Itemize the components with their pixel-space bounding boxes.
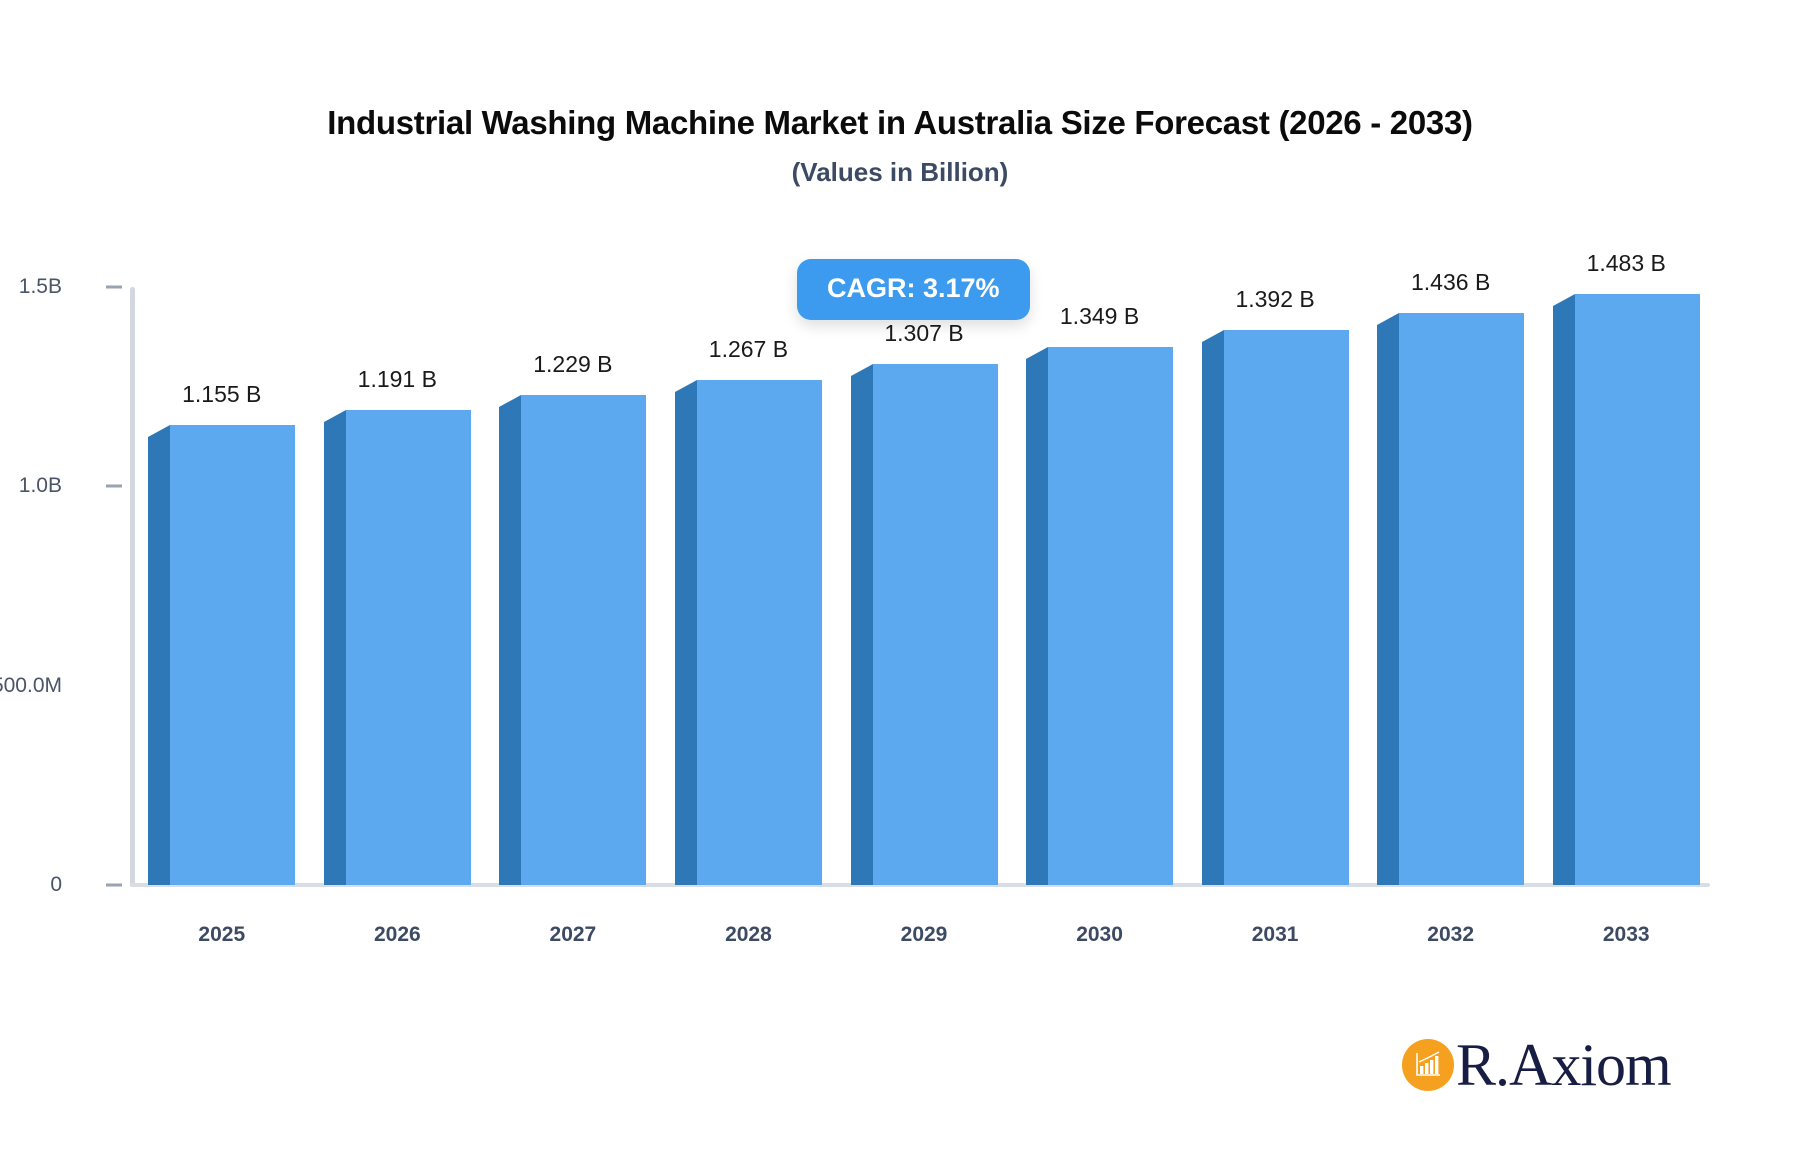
logo-text: R.Axiom (1456, 1032, 1672, 1098)
bar-front-face (170, 424, 296, 885)
bars-layer: 1.155 B 2025 1.191 B 2026 1.229 B 2027 1.267 B… (130, 240, 1710, 946)
x-tick-label: 2027 (549, 923, 597, 946)
x-tick-label: 2029 (900, 923, 948, 946)
bar-2032[interactable]: 1.436 B 2032 (1377, 269, 1525, 946)
x-tick-label: 2032 (1427, 923, 1475, 946)
bar-value-label: 1.436 B (1411, 268, 1491, 295)
bar-front-face (1048, 347, 1174, 885)
y-tick-mark (106, 484, 122, 488)
y-tick-mark (106, 883, 122, 887)
bar-shape (499, 395, 647, 885)
bar-side-face (1377, 324, 1400, 885)
bar-side-top (323, 410, 346, 423)
bar-side-top (850, 363, 873, 376)
bar-front-face (345, 410, 471, 885)
bar-side-top (1026, 347, 1049, 360)
bar-shape (148, 424, 296, 885)
y-tick-label: 500.0M (0, 673, 62, 697)
x-tick-label: 2028 (725, 923, 772, 946)
bar-shape (1201, 330, 1349, 885)
x-tick-label: 2033 (1602, 923, 1650, 946)
x-tick-label: 2026 (373, 923, 421, 946)
bar-side-face (499, 407, 522, 885)
bar-side-face (674, 391, 697, 885)
title-block: Industrial Washing Machine Market in Aus… (0, 104, 1800, 188)
bar-2033[interactable]: 1.483 B 2033 (1552, 250, 1700, 946)
bar-side-face (1552, 305, 1575, 885)
bar-side-top (1552, 293, 1575, 306)
bar-2026[interactable]: 1.191 B 2026 (323, 366, 471, 946)
bar-value-label: 1.307 B (884, 319, 964, 346)
bar-value-label: 1.155 B (182, 380, 262, 407)
bar-front-face (1399, 312, 1525, 885)
bar-chart-icon (1402, 1039, 1454, 1091)
bar-shape (1377, 312, 1525, 885)
bar-2025[interactable]: 1.155 B 2025 (148, 381, 296, 946)
bar-shape (850, 363, 998, 885)
bar-shape (323, 410, 471, 885)
bar-value-label: 1.267 B (708, 335, 789, 362)
bar-2030[interactable]: 1.349 B 2030 (1026, 303, 1174, 946)
cagr-badge: CAGR: 3.17% (797, 259, 1030, 320)
bar-side-face (323, 422, 346, 885)
bar-front-face (1574, 293, 1700, 885)
bar-front-face (521, 395, 647, 885)
x-tick-label: 2030 (1076, 923, 1123, 946)
bar-side-top (499, 395, 522, 408)
bar-front-face (872, 363, 998, 885)
bar-front-face (696, 379, 822, 885)
bar-2027[interactable]: 1.229 B 2027 (499, 351, 647, 946)
bar-side-top (1201, 330, 1224, 343)
bar-shape (1026, 347, 1174, 885)
bar-shape (674, 379, 822, 885)
bar-2028[interactable]: 1.267 B 2028 (674, 336, 822, 946)
bar-value-label: 1.392 B (1235, 286, 1315, 313)
page-title: Industrial Washing Machine Market in Aus… (327, 104, 1473, 141)
y-tick-label: 0 (50, 873, 62, 896)
x-tick-label: 2025 (198, 923, 246, 946)
brand-logo: R.Axiom (1402, 1032, 1672, 1098)
bar-2031[interactable]: 1.392 B 2031 (1201, 286, 1349, 946)
y-axis-line (130, 287, 135, 887)
bar-2029[interactable]: 1.307 B 2029 (850, 320, 998, 946)
bar-value-label: 1.349 B (1059, 303, 1140, 330)
x-tick-label: 2031 (1251, 923, 1299, 946)
bar-shape (1552, 293, 1700, 885)
bar-side-top (674, 379, 697, 392)
bar-value-label: 1.483 B (1586, 249, 1666, 276)
bar-side-face (1026, 359, 1049, 885)
x-axis-line (130, 883, 1710, 887)
bar-side-face (1201, 342, 1224, 885)
bar-side-top (148, 424, 171, 437)
bar-side-top (1377, 312, 1400, 325)
bar-front-face (1223, 330, 1349, 885)
bar-value-label: 1.229 B (533, 351, 613, 378)
y-tick-label: 1.0B (18, 474, 62, 498)
bar-side-face (850, 375, 873, 885)
bar-value-label: 1.191 B (357, 366, 437, 393)
chart-subtitle: (Values in Billion) (791, 157, 1009, 188)
bar-side-face (148, 436, 171, 885)
y-tick-mark (106, 285, 122, 289)
y-tick-label: 1.5B (18, 275, 62, 298)
